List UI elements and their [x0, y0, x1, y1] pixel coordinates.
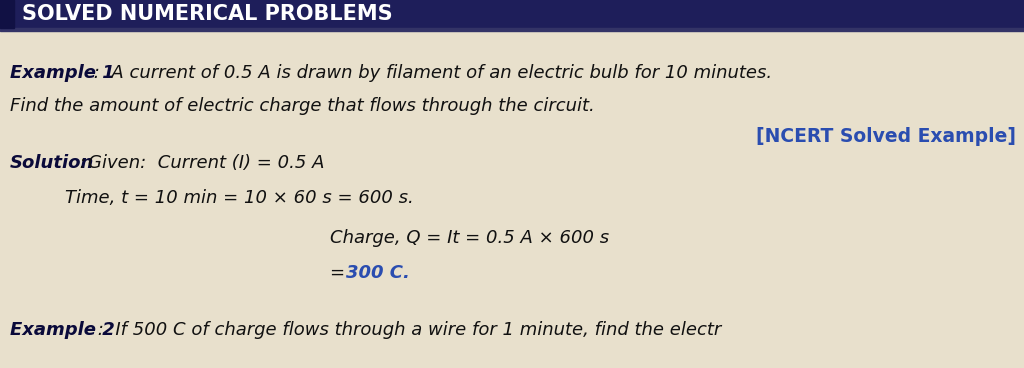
Text: Example 2: Example 2	[10, 321, 115, 339]
Text: :  If 500 C of charge flows through a wire for 1 minute, find the electr: : If 500 C of charge flows through a wir…	[92, 321, 721, 339]
Bar	[0, 28, 1024, 31]
Text: :  A current of 0.5 A is drawn by filament of an electric bulb for 10 minutes.: : A current of 0.5 A is drawn by filamen…	[88, 64, 772, 82]
Bar	[0, 0, 1024, 28]
Text: Find the amount of electric charge that flows through the circuit.: Find the amount of electric charge that …	[10, 97, 595, 115]
Text: [NCERT Solved Example]: [NCERT Solved Example]	[756, 127, 1016, 145]
Text: 300 C.: 300 C.	[346, 264, 410, 282]
Text: :: :	[74, 154, 91, 172]
Bar	[0, 0, 14, 28]
Text: Charge, Q = It = 0.5 A × 600 s: Charge, Q = It = 0.5 A × 600 s	[330, 229, 609, 247]
Text: Given:  Current (I) = 0.5 A: Given: Current (I) = 0.5 A	[88, 154, 325, 172]
Text: Solution: Solution	[10, 154, 94, 172]
Text: Time, t = 10 min = 10 × 60 s = 600 s.: Time, t = 10 min = 10 × 60 s = 600 s.	[65, 189, 414, 207]
Text: =: =	[330, 264, 351, 282]
Text: Example 1: Example 1	[10, 64, 115, 82]
Text: SOLVED NUMERICAL PROBLEMS: SOLVED NUMERICAL PROBLEMS	[22, 4, 392, 24]
